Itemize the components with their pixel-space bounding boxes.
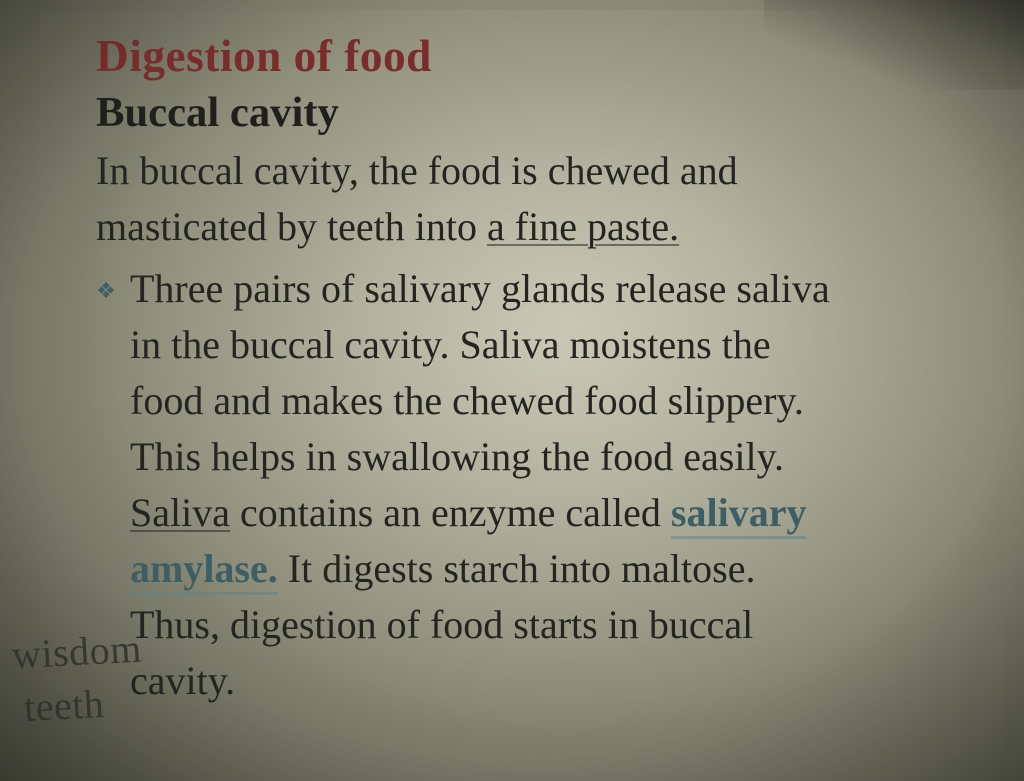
- lead-line-1: In buccal cavity, the food is chewed and: [96, 143, 964, 199]
- handwritten-note-teeth: teeth: [23, 680, 106, 731]
- bullet-line-5: Saliva contains an enzyme called salivar…: [130, 485, 964, 541]
- textbook-page: Digestion of food Buccal cavity In bucca…: [40, 10, 1004, 781]
- bullet-line-3: food and makes the chewed food slippery.: [130, 373, 964, 429]
- section-heading: Digestion of food: [96, 30, 964, 82]
- bullet-line-2: in the buccal cavity. Saliva moistens th…: [130, 317, 964, 373]
- bullet-line-4: This helps in swallowing the food easily…: [130, 429, 964, 485]
- bullet-line-5-mid: contains an enzyme called: [230, 490, 671, 535]
- diamond-bullet-icon: ❖: [96, 263, 116, 319]
- bullet-line-6: amylase. It digests starch into maltose.: [130, 541, 964, 597]
- sub-heading: Buccal cavity: [96, 88, 964, 137]
- bullet-line-7: Thus, digestion of food starts in buccal: [130, 597, 964, 653]
- keyword-amylase: amylase.: [130, 546, 278, 595]
- bullet-paragraph: ❖ Three pairs of salivary glands release…: [96, 261, 964, 709]
- keyword-salivary: salivary: [671, 490, 807, 539]
- underlined-word-saliva: Saliva: [130, 490, 230, 535]
- bullet-line-6-rest: It digests starch into maltose.: [278, 546, 756, 591]
- lead-paragraph: In buccal cavity, the food is chewed and…: [96, 143, 964, 255]
- handwritten-note-wisdom: wisdom: [11, 625, 143, 679]
- lead-line-2-pre: masticated by teeth into: [96, 204, 487, 249]
- lead-line-2: masticated by teeth into a fine paste.: [96, 199, 964, 255]
- bullet-line-8: cavity.: [130, 653, 964, 709]
- underlined-phrase-fine-paste: a fine paste.: [487, 204, 679, 249]
- bullet-line-1: Three pairs of salivary glands release s…: [130, 261, 964, 317]
